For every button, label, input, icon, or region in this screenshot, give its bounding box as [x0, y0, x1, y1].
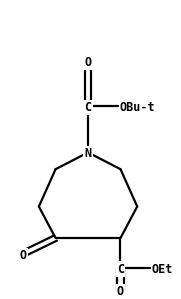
Text: O: O — [85, 56, 92, 69]
Text: C: C — [117, 263, 124, 275]
Text: O: O — [20, 249, 27, 262]
Text: OEt: OEt — [152, 263, 173, 275]
Text: C: C — [85, 101, 92, 114]
Text: N: N — [85, 147, 92, 161]
Text: OBu-t: OBu-t — [119, 101, 155, 114]
Text: O: O — [117, 285, 124, 298]
